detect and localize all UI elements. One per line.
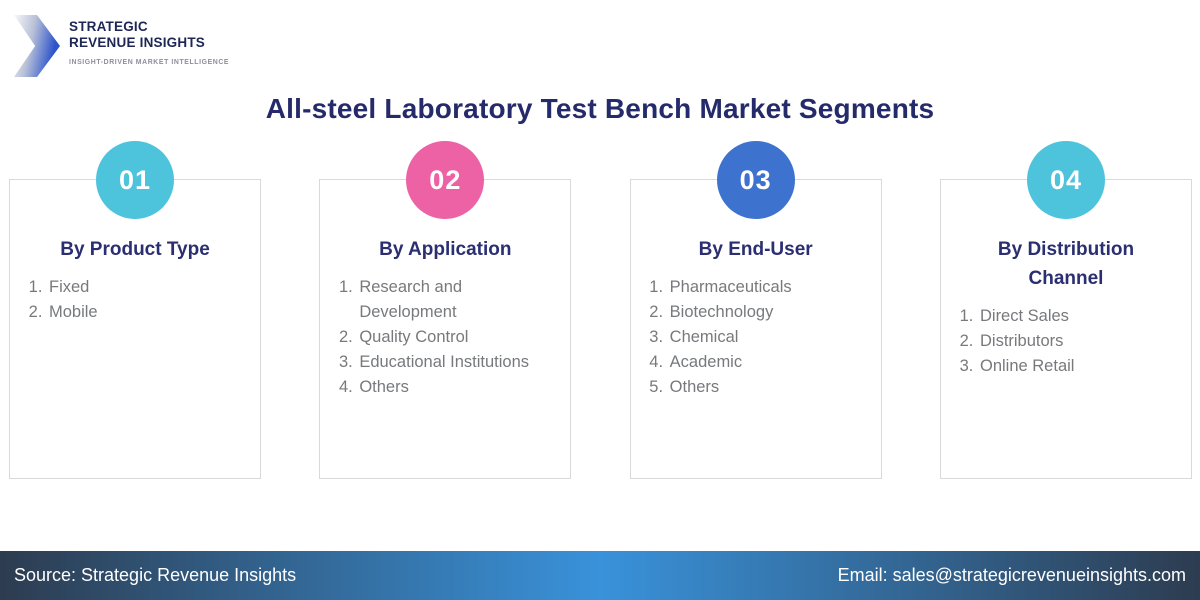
logo: STRATEGIC REVENUE INSIGHTS INSIGHT-DRIVE… bbox=[14, 12, 229, 77]
segment-list-item: Academic bbox=[668, 350, 860, 375]
segment-list-item: Others bbox=[357, 375, 549, 400]
segments-row: 01 By Product Type FixedMobile 02 By App… bbox=[9, 141, 1192, 479]
segment-item-list: Research and DevelopmentQuality ControlE… bbox=[320, 275, 570, 400]
chevron-arrow-icon bbox=[14, 15, 60, 77]
page-title: All-steel Laboratory Test Bench Market S… bbox=[265, 93, 935, 124]
segment-number-badge: 02 bbox=[406, 141, 485, 219]
segment-item-list: PharmaceuticalsBiotechnologyChemicalAcad… bbox=[631, 275, 881, 400]
segment-list-item: Distributors bbox=[978, 329, 1170, 354]
logo-tagline: INSIGHT-DRIVEN MARKET INTELLIGENCE bbox=[69, 59, 230, 66]
footer-source-text: Source: Strategic Revenue Insights bbox=[14, 565, 297, 585]
segment-list-item: Others bbox=[668, 375, 860, 400]
logo-line1: STRATEGIC bbox=[69, 19, 148, 34]
footer-email-text: Email: sales@strategicrevenueinsights.co… bbox=[837, 565, 1186, 585]
segment-title: By Distribution Channel bbox=[997, 239, 1135, 289]
segment-title: By Application bbox=[379, 239, 512, 260]
segment-list-item: Direct Sales bbox=[978, 304, 1170, 329]
segment-list-item: Research and Development bbox=[357, 275, 549, 325]
segment-list-item: Fixed bbox=[47, 275, 239, 300]
segment-list-item: Quality Control bbox=[357, 325, 549, 350]
segment-list-item: Mobile bbox=[47, 300, 239, 325]
segment-title: By End-User bbox=[698, 239, 813, 260]
segment-item-list: Direct SalesDistributorsOnline Retail bbox=[941, 304, 1191, 379]
segment-card-end-user: 03 By End-User PharmaceuticalsBiotechnol… bbox=[629, 141, 882, 479]
segment-list-item: Educational Institutions bbox=[357, 350, 549, 375]
segment-list-item: Online Retail bbox=[978, 354, 1170, 379]
segment-card-product-type: 01 By Product Type FixedMobile bbox=[9, 141, 261, 479]
segment-card-application: 02 By Application Research and Developme… bbox=[319, 141, 572, 479]
footer-bar: Source: Strategic Revenue Insights Email… bbox=[0, 551, 1200, 600]
segment-list-item: Pharmaceuticals bbox=[668, 275, 860, 300]
segment-card-distribution-channel: 04 By Distribution Channel Direct SalesD… bbox=[939, 141, 1192, 479]
logo-line2: REVENUE INSIGHTS bbox=[69, 35, 205, 50]
logo-text: STRATEGIC REVENUE INSIGHTS INSIGHT-DRIVE… bbox=[69, 12, 229, 66]
segment-list-item: Chemical bbox=[668, 325, 860, 350]
segment-number-badge: 04 bbox=[1026, 141, 1105, 219]
segment-title: By Product Type bbox=[60, 239, 210, 260]
segment-number-badge: 03 bbox=[716, 141, 795, 219]
segment-list-item: Biotechnology bbox=[668, 300, 860, 325]
segment-number-badge: 01 bbox=[96, 141, 174, 219]
segment-item-list: FixedMobile bbox=[10, 275, 260, 325]
